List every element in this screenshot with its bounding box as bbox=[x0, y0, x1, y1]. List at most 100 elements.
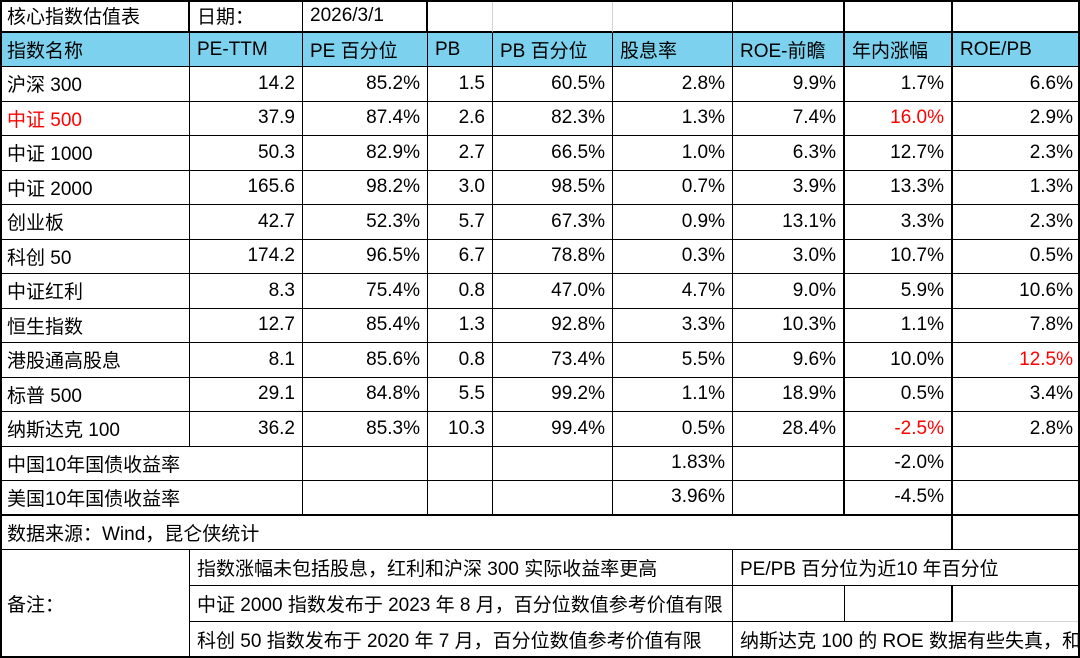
index-name-cell: 中证红利 bbox=[0, 274, 190, 309]
table-cell: 1.0% bbox=[613, 136, 733, 171]
bond-name-cell: 中国10年国债收益率 bbox=[0, 446, 303, 481]
table-cell: 3.9% bbox=[733, 170, 845, 205]
sheet-title: 核心指数估值表 bbox=[0, 0, 190, 33]
index-name-cell: 港股通高股息 bbox=[0, 343, 190, 378]
table-cell: 10.7% bbox=[845, 239, 953, 274]
table-cell: 99.2% bbox=[493, 377, 613, 412]
table-cell: 5.7 bbox=[428, 205, 493, 240]
table-cell: 0.7% bbox=[613, 170, 733, 205]
remark-side-cell: 纳斯达克 100 的 ROE 数据有些失真，和超 bbox=[740, 631, 1080, 652]
table-cell: 87.4% bbox=[303, 101, 428, 136]
table-cell: 1.5 bbox=[428, 67, 493, 102]
bond-ytd-cell: -2.0% bbox=[845, 446, 953, 481]
table-cell: 1.3% bbox=[953, 171, 1080, 205]
index-name-cell: 标普 500 bbox=[0, 377, 190, 412]
table-cell: 50.3 bbox=[190, 136, 303, 171]
empty-cell bbox=[613, 0, 733, 33]
table-cell: 10.3 bbox=[428, 412, 493, 447]
table-cell: 12.5% bbox=[953, 343, 1080, 378]
table-row: 中证红利 8.3 75.4% 0.8 47.0% 4.7% 9.0% 5.9% … bbox=[0, 274, 1080, 309]
index-name-cell: 中证 2000 bbox=[0, 170, 190, 205]
table-cell: 10.6% bbox=[953, 274, 1080, 309]
bond-ytd-cell: -4.5% bbox=[845, 481, 953, 516]
header-cell: PE 百分位 bbox=[303, 33, 428, 67]
table-row: 科创 50 174.2 96.5% 6.7 78.8% 0.3% 3.0% 10… bbox=[0, 239, 1080, 274]
table-cell: 0.5% bbox=[953, 240, 1080, 274]
table-cell: 78.8% bbox=[493, 239, 613, 274]
empty-cell bbox=[845, 0, 953, 33]
table-cell: 98.5% bbox=[493, 170, 613, 205]
table-row: 中证 500 37.9 87.4% 2.6 82.3% 1.3% 7.4% 16… bbox=[0, 101, 1080, 136]
header-cell: PB 百分位 bbox=[493, 33, 613, 67]
empty-cell bbox=[953, 0, 1080, 33]
header-cell: 指数名称 bbox=[0, 33, 190, 67]
empty-cell bbox=[733, 585, 845, 622]
table-cell: 3.0 bbox=[428, 170, 493, 205]
table-cell: 85.3% bbox=[303, 412, 428, 447]
table-cell: 67.3% bbox=[493, 205, 613, 240]
table-row: 创业板 42.7 52.3% 5.7 67.3% 0.9% 13.1% 3.3%… bbox=[0, 205, 1080, 240]
data-source-cell: 数据来源：Wind，昆仑侠统计 bbox=[0, 515, 953, 550]
table-cell: 42.7 bbox=[190, 205, 303, 240]
table-cell: 3.3% bbox=[613, 308, 733, 343]
index-name-cell: 创业板 bbox=[0, 205, 190, 240]
empty-cell bbox=[953, 586, 1080, 622]
table-cell: 7.8% bbox=[953, 309, 1080, 343]
empty-cell bbox=[428, 446, 493, 481]
table-cell: 5.5 bbox=[428, 377, 493, 412]
bond-name-cell: 美国10年国债收益率 bbox=[0, 481, 303, 516]
table-cell: 29.1 bbox=[190, 377, 303, 412]
header-cell: PB bbox=[428, 33, 493, 67]
table-row: 中证 1000 50.3 82.9% 2.7 66.5% 1.0% 6.3% 1… bbox=[0, 136, 1080, 171]
bond-row: 中国10年国债收益率 1.83% -2.0% bbox=[0, 446, 1080, 481]
table-cell: 9.6% bbox=[733, 343, 845, 378]
remarks-label: 备注： bbox=[0, 549, 190, 658]
empty-cell bbox=[493, 446, 613, 481]
table-cell: 1.7% bbox=[845, 67, 953, 102]
table-cell: 0.5% bbox=[613, 412, 733, 447]
table-cell: 2.3% bbox=[953, 136, 1080, 171]
table-cell: 3.4% bbox=[953, 378, 1080, 412]
empty-cell bbox=[303, 481, 428, 516]
remark-cell: 科创 50 指数发布于 2020 年 7 月，百分位数值参考价值有限 bbox=[190, 621, 733, 658]
table-cell: 12.7% bbox=[845, 136, 953, 171]
table-cell: -2.5% bbox=[845, 412, 953, 447]
table-cell: 52.3% bbox=[303, 205, 428, 240]
bond-yield-cell: 3.96% bbox=[613, 481, 733, 516]
table-cell: 9.0% bbox=[733, 274, 845, 309]
table-cell: 75.4% bbox=[303, 274, 428, 309]
table-cell: 165.6 bbox=[190, 170, 303, 205]
table-cell: 1.1% bbox=[613, 377, 733, 412]
table-cell: 2.6 bbox=[428, 101, 493, 136]
table-cell: 12.7 bbox=[190, 308, 303, 343]
remark-cell: 指数涨幅未包括股息，红利和沪深 300 实际收益率更高 bbox=[190, 549, 733, 586]
empty-cell bbox=[733, 481, 845, 516]
source-row: 数据来源：Wind，昆仑侠统计 bbox=[0, 515, 1080, 550]
table-cell: 0.5% bbox=[845, 377, 953, 412]
table-cell: 18.9% bbox=[733, 377, 845, 412]
header-cell: ROE-前瞻 bbox=[733, 33, 845, 67]
empty-cell bbox=[845, 585, 953, 622]
header-row: 指数名称 PE-TTM PE 百分位 PB PB 百分位 股息率 ROE-前瞻 … bbox=[0, 33, 1080, 67]
table-cell: 9.9% bbox=[733, 67, 845, 102]
table-cell: 1.3% bbox=[613, 101, 733, 136]
empty-cell bbox=[493, 0, 613, 33]
date-value: 2026/3/1 bbox=[303, 0, 428, 33]
table-cell: 1.1% bbox=[845, 308, 953, 343]
table-cell: 82.9% bbox=[303, 136, 428, 171]
table-cell: 2.9% bbox=[953, 102, 1080, 136]
table-cell: 0.9% bbox=[613, 205, 733, 240]
table-cell: 92.8% bbox=[493, 308, 613, 343]
table-cell: 14.2 bbox=[190, 67, 303, 102]
table-cell: 8.3 bbox=[190, 274, 303, 309]
table-cell: 99.4% bbox=[493, 412, 613, 447]
table-cell: 0.8 bbox=[428, 343, 493, 378]
table-cell: 85.2% bbox=[303, 67, 428, 102]
date-label: 日期： bbox=[190, 0, 303, 33]
empty-cell bbox=[493, 481, 613, 516]
table-cell: 174.2 bbox=[190, 239, 303, 274]
header-cell: 股息率 bbox=[613, 33, 733, 67]
remarks-block: 备注： 指数涨幅未包括股息，红利和沪深 300 实际收益率更高 PE/PB 百分… bbox=[0, 549, 1080, 658]
remark-side-cell: PE/PB 百分位为近10 年百分位 bbox=[733, 550, 1080, 586]
bond-row: 美国10年国债收益率 3.96% -4.5% bbox=[0, 481, 1080, 516]
